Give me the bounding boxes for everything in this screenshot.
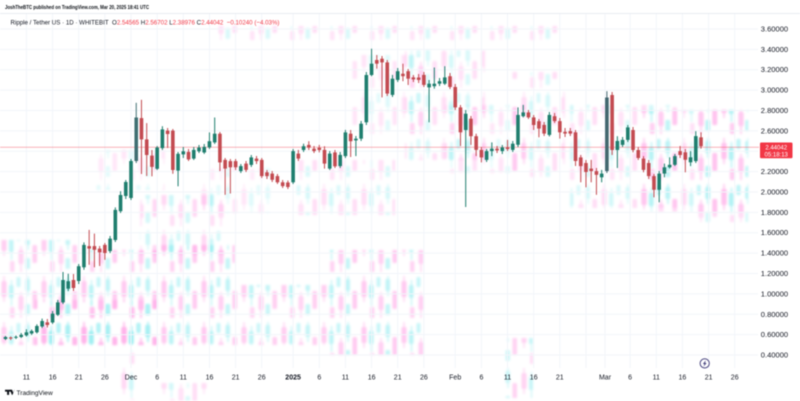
svg-text:16: 16 — [368, 375, 376, 382]
svg-text:1.60000: 1.60000 — [761, 230, 788, 237]
svg-text:6: 6 — [628, 375, 632, 382]
svg-text:16: 16 — [206, 375, 214, 382]
svg-text:Feb: Feb — [449, 375, 461, 382]
svg-text:3.40000: 3.40000 — [761, 47, 788, 54]
svg-text:6: 6 — [479, 375, 483, 382]
svg-text:6: 6 — [155, 375, 159, 382]
svg-text:1.20000: 1.20000 — [761, 271, 788, 278]
svg-text:2025: 2025 — [285, 375, 301, 382]
svg-text:26: 26 — [258, 375, 266, 382]
svg-text:TradingView: TradingView — [17, 390, 54, 397]
svg-text:3.20000: 3.20000 — [761, 67, 788, 74]
svg-text:3.60000: 3.60000 — [761, 27, 788, 34]
svg-text:2.44042: 2.44042 — [765, 146, 787, 152]
svg-text:16: 16 — [679, 375, 687, 382]
svg-text:21: 21 — [75, 375, 83, 382]
svg-text:1.80000: 1.80000 — [761, 210, 788, 217]
svg-text:11: 11 — [180, 375, 187, 382]
svg-text:26: 26 — [731, 375, 739, 382]
svg-text:Dec: Dec — [125, 375, 138, 382]
svg-text:21: 21 — [556, 375, 564, 382]
svg-text:16: 16 — [530, 375, 538, 382]
svg-text:11: 11 — [342, 375, 349, 382]
svg-text:0.40000: 0.40000 — [761, 353, 788, 360]
svg-text:21: 21 — [394, 375, 402, 382]
svg-text:16: 16 — [49, 375, 57, 382]
svg-text:11: 11 — [504, 375, 511, 382]
svg-text:Mar: Mar — [599, 375, 612, 382]
svg-text:0.60000: 0.60000 — [761, 332, 788, 339]
svg-text:11: 11 — [23, 375, 30, 382]
svg-text:05:18:13: 05:18:13 — [765, 153, 789, 159]
svg-text:2.60000: 2.60000 — [761, 128, 788, 135]
svg-text:1.00000: 1.00000 — [761, 291, 788, 298]
svg-text:2.00000: 2.00000 — [761, 190, 788, 197]
svg-text:0.80000: 0.80000 — [761, 312, 788, 319]
svg-text:21: 21 — [705, 375, 713, 382]
svg-text:2.20000: 2.20000 — [761, 169, 788, 176]
svg-text:26: 26 — [420, 375, 428, 382]
svg-text:21: 21 — [232, 375, 240, 382]
svg-text:JoshTheBTC published on Tradin: JoshTheBTC published on TradingView.com,… — [5, 5, 149, 11]
svg-text:1.40000: 1.40000 — [761, 251, 788, 258]
svg-text:Ripple / Tether US · 1D · WHIT: Ripple / Tether US · 1D · WHITEBIT O2.54… — [11, 19, 280, 26]
svg-text:26: 26 — [101, 375, 109, 382]
svg-text:3.00000: 3.00000 — [761, 88, 788, 95]
svg-text:6: 6 — [317, 375, 321, 382]
svg-text:2.80000: 2.80000 — [761, 108, 788, 115]
svg-text:11: 11 — [653, 375, 660, 382]
